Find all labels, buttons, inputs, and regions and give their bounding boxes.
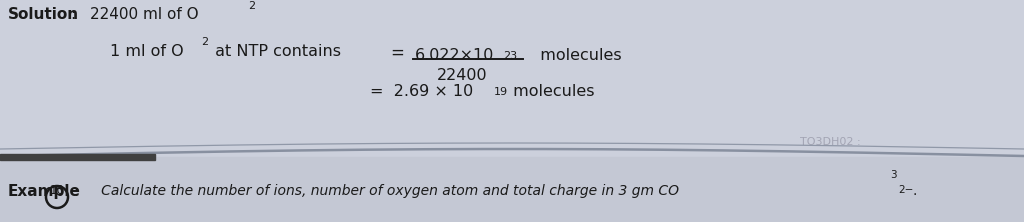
Text: 19: 19 xyxy=(494,87,508,97)
Text: Calculate the number of ions, number of oxygen atom and total charge in 3 gm CO: Calculate the number of ions, number of … xyxy=(88,184,679,198)
Text: =: = xyxy=(390,44,403,62)
Text: 22400 ml of O: 22400 ml of O xyxy=(90,7,199,22)
Text: 10: 10 xyxy=(49,184,65,196)
Text: 2: 2 xyxy=(248,1,255,11)
Text: :: : xyxy=(73,184,78,199)
Text: Solution: Solution xyxy=(8,7,79,22)
Bar xyxy=(0,154,155,160)
Bar xyxy=(0,0,1024,157)
Text: 6.022×10: 6.022×10 xyxy=(415,48,495,63)
Text: molecules: molecules xyxy=(530,48,622,63)
Text: :: : xyxy=(70,7,75,22)
Text: 3: 3 xyxy=(890,170,897,180)
Text: 22400: 22400 xyxy=(437,68,487,83)
Bar xyxy=(0,157,1024,222)
Text: 23: 23 xyxy=(503,51,517,61)
Text: TO3DH02 :: TO3DH02 : xyxy=(800,137,860,147)
Text: =  2.69 × 10: = 2.69 × 10 xyxy=(370,84,473,99)
Text: molecules: molecules xyxy=(508,84,595,99)
Text: 1 ml of O: 1 ml of O xyxy=(110,44,183,59)
Text: .: . xyxy=(912,184,916,198)
Text: 2: 2 xyxy=(201,37,208,47)
Text: at NTP contains: at NTP contains xyxy=(210,44,341,59)
Text: Example: Example xyxy=(8,184,81,199)
Text: 2−: 2− xyxy=(898,185,913,195)
